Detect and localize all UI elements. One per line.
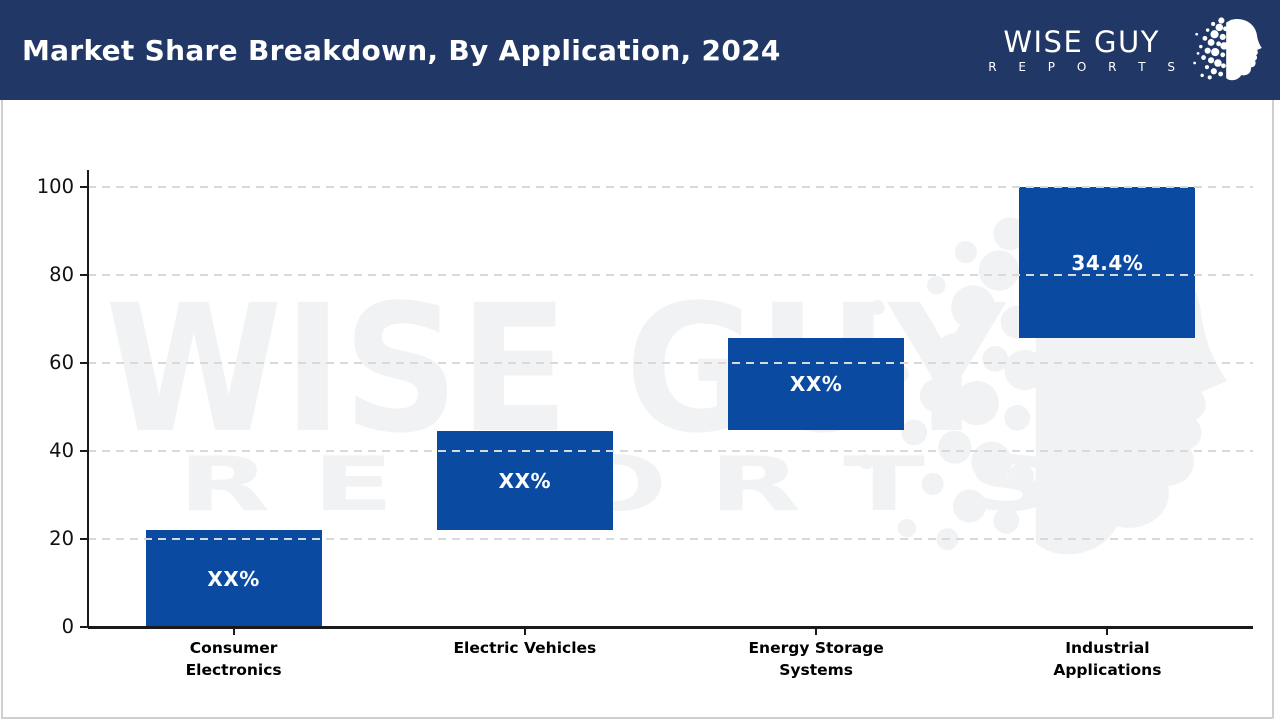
x-axis-label: Consumer Electronics	[185, 639, 282, 679]
watermark-subtext: R E P O R T S	[178, 440, 1053, 528]
y-axis-line	[87, 170, 89, 627]
x-axis-label: Electric Vehicles	[453, 639, 597, 657]
frame-right	[1272, 100, 1274, 718]
bar-value-label: XX%	[789, 372, 843, 397]
brand-wordmark: WISE GUY	[1003, 25, 1160, 59]
y-axis-tick-label: 60	[49, 351, 74, 374]
x-axis-tick	[815, 627, 818, 635]
x-axis-tick	[232, 627, 235, 635]
bar-1: XX%	[145, 530, 322, 627]
y-axis-tick	[80, 362, 88, 364]
gridline	[88, 538, 1253, 540]
y-axis-tick	[80, 626, 88, 628]
bar-value-label: 34.4%	[1071, 250, 1144, 275]
y-axis-tick-label: 40	[49, 439, 74, 462]
brand-logo: WISE GUY R E P O R T S	[979, 11, 1268, 89]
page-title: Market Share Breakdown, By Application, …	[22, 33, 781, 67]
y-axis-tick	[80, 186, 88, 188]
x-axis-label: Energy Storage Systems	[748, 639, 884, 679]
y-axis-tick	[80, 274, 88, 276]
brand-face-icon	[1193, 17, 1262, 81]
bar-value-label: XX%	[498, 468, 552, 493]
bar-3: XX%	[728, 338, 905, 430]
x-axis-tick	[1106, 627, 1109, 635]
bar-4: 34.4%	[1019, 187, 1196, 339]
brand-logo-text: WISE GUY R E P O R T S	[979, 26, 1184, 74]
y-axis-tick	[80, 538, 88, 540]
frame-bottom	[1, 717, 1273, 719]
bar-2: XX%	[436, 431, 613, 531]
y-axis-tick-label: 100	[36, 175, 74, 198]
x-axis-label: Industrial Applications	[1053, 639, 1162, 679]
brand-subtext: R E P O R T S	[988, 60, 1184, 74]
x-axis-line	[88, 626, 1253, 629]
gridline	[88, 450, 1253, 452]
gridline	[88, 362, 1253, 364]
frame-left	[1, 100, 3, 718]
y-axis-tick-label: 80	[49, 263, 74, 286]
y-axis-tick-label: 0	[61, 615, 74, 638]
gridline	[88, 186, 1253, 188]
bar-value-label: XX%	[207, 566, 260, 591]
x-axis-tick	[523, 627, 526, 635]
y-axis-tick	[80, 450, 88, 452]
y-axis-tick-label: 20	[49, 527, 74, 550]
gridline	[88, 274, 1253, 276]
header-bar: Market Share Breakdown, By Application, …	[0, 0, 1280, 100]
